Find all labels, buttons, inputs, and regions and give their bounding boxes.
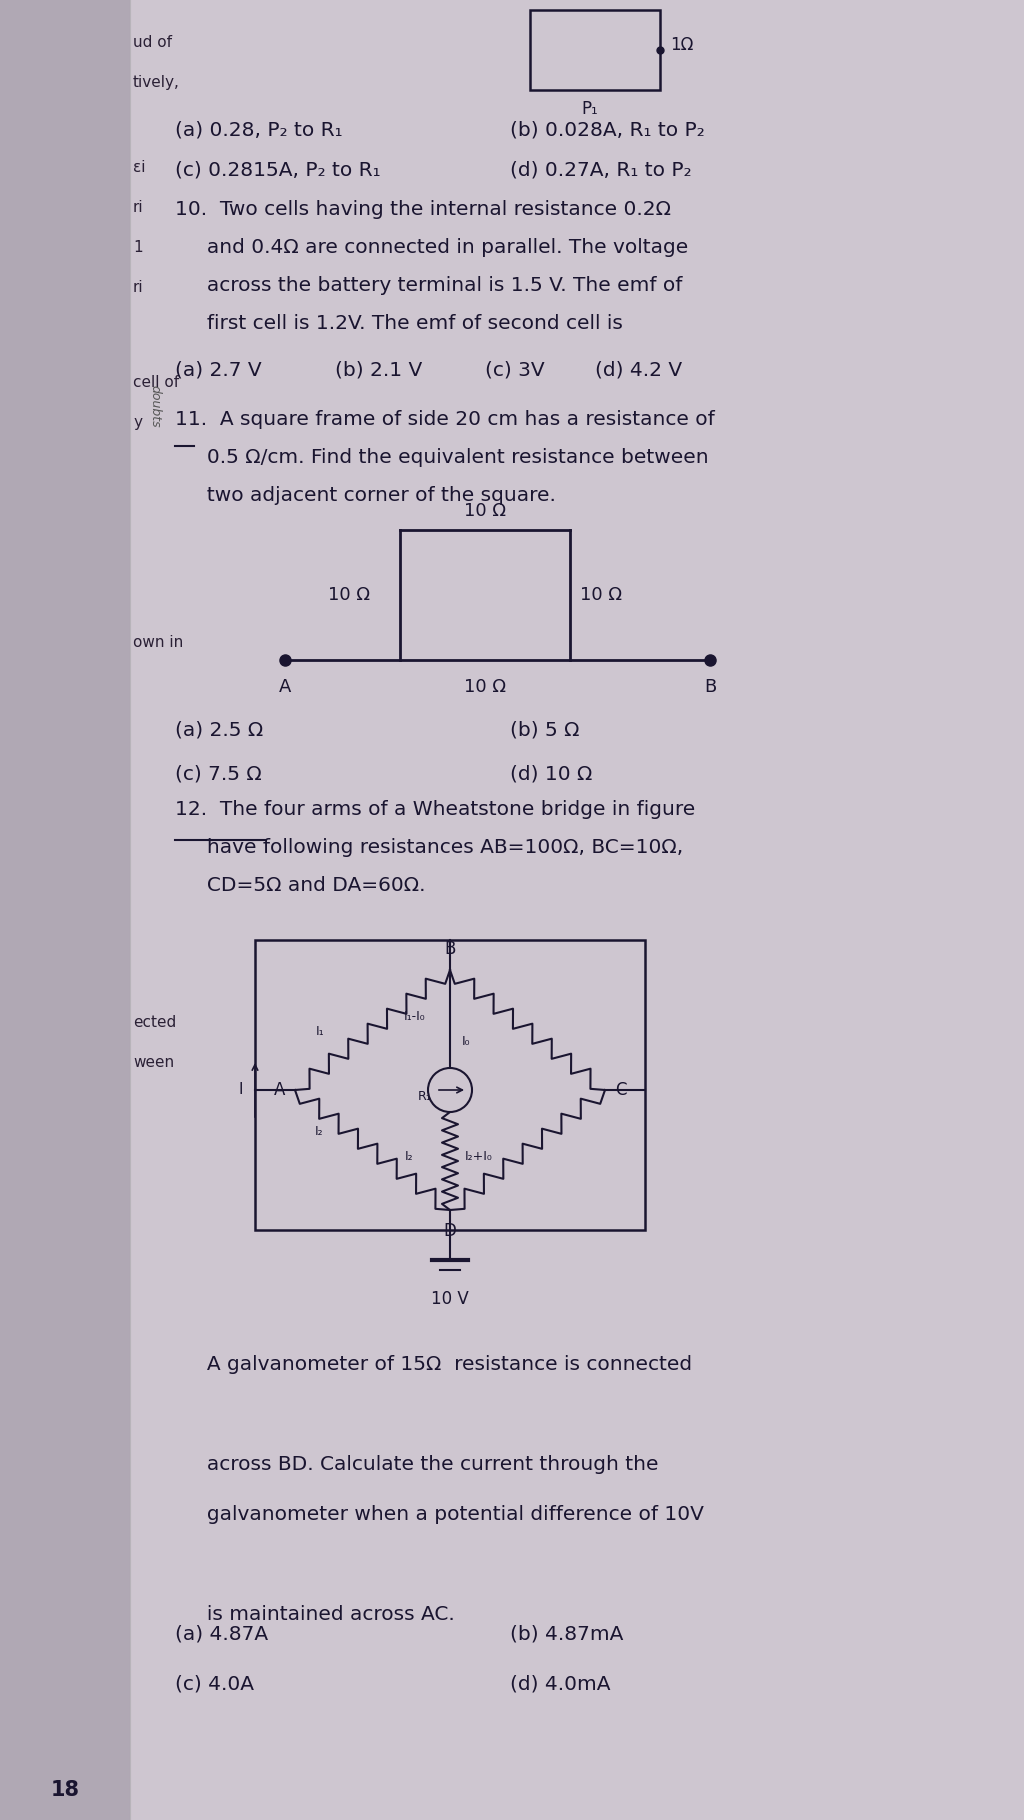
Text: B: B xyxy=(444,939,456,957)
Text: (d) 4.2 V: (d) 4.2 V xyxy=(595,360,682,379)
Text: 10 Ω: 10 Ω xyxy=(328,586,370,604)
Text: A galvanometer of 15Ω  resistance is connected: A galvanometer of 15Ω resistance is conn… xyxy=(175,1356,692,1374)
Text: 1: 1 xyxy=(133,240,142,255)
Text: A: A xyxy=(273,1081,285,1099)
Text: 10 Ω: 10 Ω xyxy=(580,586,622,604)
Text: I₂: I₂ xyxy=(406,1150,414,1163)
Text: y: y xyxy=(133,415,142,430)
Text: and 0.4Ω are connected in parallel. The voltage: and 0.4Ω are connected in parallel. The … xyxy=(175,238,688,257)
Text: B: B xyxy=(703,679,716,695)
Text: ween: ween xyxy=(133,1056,174,1070)
Text: tively,: tively, xyxy=(133,75,180,89)
Text: (a) 4.87A: (a) 4.87A xyxy=(175,1625,268,1643)
Text: 10.  Two cells having the internal resistance 0.2Ω: 10. Two cells having the internal resist… xyxy=(175,200,671,218)
Text: 10 Ω: 10 Ω xyxy=(464,502,506,521)
Bar xyxy=(530,9,660,89)
Text: (c) 0.2815A, P₂ to R₁: (c) 0.2815A, P₂ to R₁ xyxy=(175,160,381,178)
Text: 1Ω: 1Ω xyxy=(670,36,693,55)
Text: A: A xyxy=(279,679,291,695)
Text: first cell is 1.2V. The emf of second cell is: first cell is 1.2V. The emf of second ce… xyxy=(175,315,623,333)
Text: I₁: I₁ xyxy=(315,1025,325,1037)
Text: (c) 3V: (c) 3V xyxy=(485,360,545,379)
Text: (b) 5 Ω: (b) 5 Ω xyxy=(510,721,580,739)
Text: ri: ri xyxy=(133,280,143,295)
Text: I₂: I₂ xyxy=(315,1125,324,1138)
Text: (d) 4.0mA: (d) 4.0mA xyxy=(510,1674,610,1694)
Text: (a) 2.7 V: (a) 2.7 V xyxy=(175,360,261,379)
Text: (a) 2.5 Ω: (a) 2.5 Ω xyxy=(175,721,263,739)
Text: doubts: doubts xyxy=(148,386,161,428)
Text: (b) 0.028A, R₁ to P₂: (b) 0.028A, R₁ to P₂ xyxy=(510,120,705,138)
Text: 10 Ω: 10 Ω xyxy=(464,679,506,695)
Text: 12.  The four arms of a Wheatstone bridge in figure: 12. The four arms of a Wheatstone bridge… xyxy=(175,801,695,819)
Circle shape xyxy=(428,1068,472,1112)
Text: P₁: P₁ xyxy=(582,100,598,118)
Text: I₂+I₀: I₂+I₀ xyxy=(465,1150,493,1163)
Text: 0.5 Ω/cm. Find the equivalent resistance between: 0.5 Ω/cm. Find the equivalent resistance… xyxy=(175,448,709,468)
Text: R₁: R₁ xyxy=(418,1090,432,1103)
Text: (d) 10 Ω: (d) 10 Ω xyxy=(510,764,592,784)
Text: I₁-I₀: I₁-I₀ xyxy=(404,1010,426,1023)
Text: 10 V: 10 V xyxy=(431,1290,469,1309)
Text: across BD. Calculate the current through the: across BD. Calculate the current through… xyxy=(175,1454,658,1474)
Text: (d) 0.27A, R₁ to P₂: (d) 0.27A, R₁ to P₂ xyxy=(510,160,691,178)
Bar xyxy=(0,0,130,1820)
Text: 11.  A square frame of side 20 cm has a resistance of: 11. A square frame of side 20 cm has a r… xyxy=(175,410,715,430)
Text: ected: ected xyxy=(133,1016,176,1030)
Text: εi: εi xyxy=(133,160,145,175)
Text: (b) 4.87mA: (b) 4.87mA xyxy=(510,1625,624,1643)
Text: galvanometer when a potential difference of 10V: galvanometer when a potential difference… xyxy=(175,1505,703,1523)
Text: ud of: ud of xyxy=(133,35,172,49)
Text: D: D xyxy=(443,1221,457,1239)
Text: (c) 7.5 Ω: (c) 7.5 Ω xyxy=(175,764,262,784)
Bar xyxy=(255,939,645,1230)
Text: ri: ri xyxy=(133,200,143,215)
Text: I: I xyxy=(239,1083,243,1097)
Text: (b) 2.1 V: (b) 2.1 V xyxy=(335,360,422,379)
Text: own in: own in xyxy=(133,635,183,650)
Text: cell of: cell of xyxy=(133,375,179,389)
Text: C: C xyxy=(615,1081,627,1099)
Text: (c) 4.0A: (c) 4.0A xyxy=(175,1674,254,1694)
Text: CD=5Ω and DA=60Ω.: CD=5Ω and DA=60Ω. xyxy=(175,875,426,895)
Text: two adjacent corner of the square.: two adjacent corner of the square. xyxy=(175,486,556,504)
Text: (a) 0.28, P₂ to R₁: (a) 0.28, P₂ to R₁ xyxy=(175,120,343,138)
Text: is maintained across AC.: is maintained across AC. xyxy=(175,1605,455,1623)
Text: 18: 18 xyxy=(50,1780,80,1800)
Text: across the battery terminal is 1.5 V. The emf of: across the battery terminal is 1.5 V. Th… xyxy=(175,277,682,295)
Text: I₀: I₀ xyxy=(462,1036,470,1048)
Text: have following resistances AB=100Ω, BC=10Ω,: have following resistances AB=100Ω, BC=1… xyxy=(175,837,683,857)
